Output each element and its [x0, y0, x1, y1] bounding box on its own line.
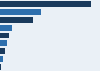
Bar	[0, 33, 9, 38]
Bar	[0, 64, 1, 70]
Bar	[0, 40, 7, 46]
Bar	[0, 1, 91, 7]
Bar	[0, 9, 41, 15]
Bar	[0, 25, 12, 31]
Bar	[0, 56, 3, 62]
Bar	[0, 48, 5, 54]
Bar	[0, 17, 33, 23]
